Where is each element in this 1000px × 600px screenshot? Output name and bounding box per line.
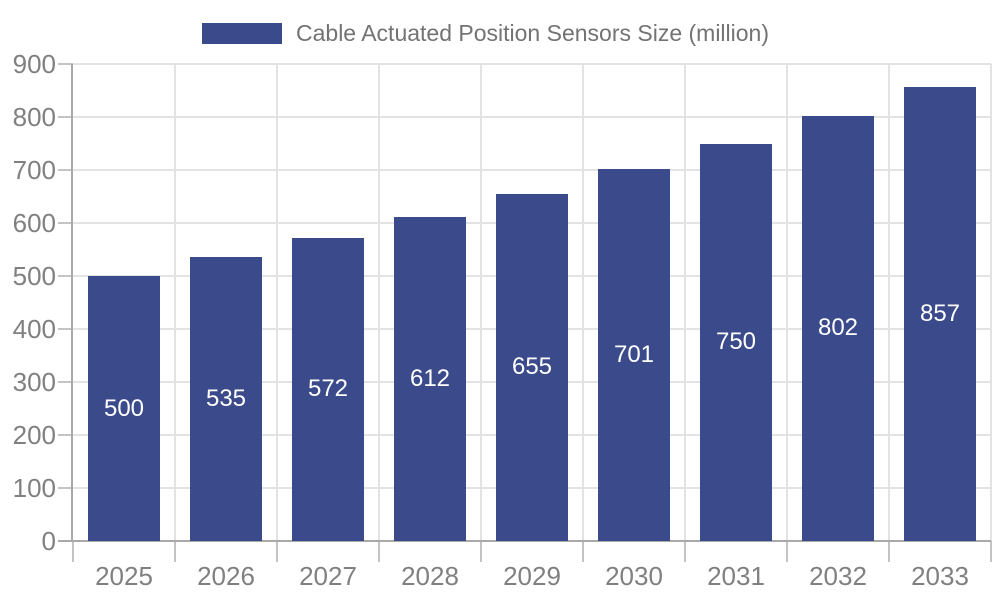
x-tick	[72, 541, 74, 562]
legend-label: Cable Actuated Position Sensors Size (mi…	[296, 19, 770, 46]
x-axis-line	[58, 540, 991, 542]
bar-value-label: 802	[817, 314, 859, 342]
y-axis-label: 500	[12, 261, 56, 291]
v-gridline	[888, 64, 890, 541]
bar	[496, 193, 568, 541]
legend: Cable Actuated Position Sensors Size (mi…	[202, 18, 769, 48]
y-tick	[58, 328, 73, 330]
x-tick	[378, 541, 380, 562]
v-gridline	[480, 64, 482, 541]
bar	[394, 216, 466, 541]
bar	[904, 86, 976, 541]
y-axis-label: 600	[12, 208, 56, 238]
y-axis-label: 100	[12, 473, 56, 503]
v-gridline	[684, 64, 686, 541]
v-gridline	[582, 64, 584, 541]
y-tick	[58, 169, 73, 171]
y-tick	[58, 275, 73, 277]
y-axis-label: 300	[12, 367, 56, 397]
y-tick	[58, 63, 73, 65]
bar-value-label: 750	[715, 328, 757, 356]
y-axis-label: 200	[12, 420, 56, 450]
x-axis-label: 2032	[809, 561, 867, 591]
x-axis-label: 2033	[911, 561, 969, 591]
y-tick	[58, 222, 73, 224]
bar	[88, 276, 160, 541]
v-gridline	[174, 64, 176, 541]
bar-value-label: 535	[205, 385, 247, 413]
x-tick	[786, 541, 788, 562]
h-gridline	[73, 116, 991, 118]
x-tick	[276, 541, 278, 562]
bar	[598, 169, 670, 541]
legend-swatch	[202, 22, 282, 44]
bar	[190, 257, 262, 541]
v-gridline	[786, 64, 788, 541]
x-tick	[174, 541, 176, 562]
h-gridline	[73, 169, 991, 171]
y-tick	[58, 487, 73, 489]
bar-value-label: 612	[409, 364, 451, 392]
x-tick	[990, 541, 992, 562]
x-axis-label: 2027	[299, 561, 357, 591]
bar	[802, 115, 874, 541]
x-axis-label: 2028	[401, 561, 459, 591]
bar	[292, 237, 364, 541]
bar-value-label: 857	[919, 299, 961, 327]
x-axis-label: 2031	[707, 561, 765, 591]
v-gridline	[378, 64, 380, 541]
bar-value-label: 701	[613, 341, 655, 369]
y-tick	[58, 116, 73, 118]
bar-value-label: 500	[103, 394, 145, 422]
bar-value-label: 572	[307, 375, 349, 403]
x-axis-label: 2030	[605, 561, 663, 591]
x-tick	[480, 541, 482, 562]
x-tick	[582, 541, 584, 562]
bar-value-label: 655	[511, 353, 553, 381]
x-tick	[888, 541, 890, 562]
y-tick	[58, 381, 73, 383]
v-gridline	[990, 64, 992, 541]
y-tick	[58, 434, 73, 436]
bar	[700, 143, 772, 541]
y-axis-label: 700	[12, 155, 56, 185]
y-axis-label: 400	[12, 314, 56, 344]
y-axis-label: 900	[12, 49, 56, 79]
h-gridline	[73, 63, 991, 65]
y-axis-label: 800	[12, 102, 56, 132]
y-axis-line	[71, 64, 73, 542]
y-axis-label: 0	[41, 526, 56, 556]
x-axis-label: 2025	[95, 561, 153, 591]
x-axis-label: 2029	[503, 561, 561, 591]
x-axis-label: 2026	[197, 561, 255, 591]
x-tick	[684, 541, 686, 562]
v-gridline	[276, 64, 278, 541]
